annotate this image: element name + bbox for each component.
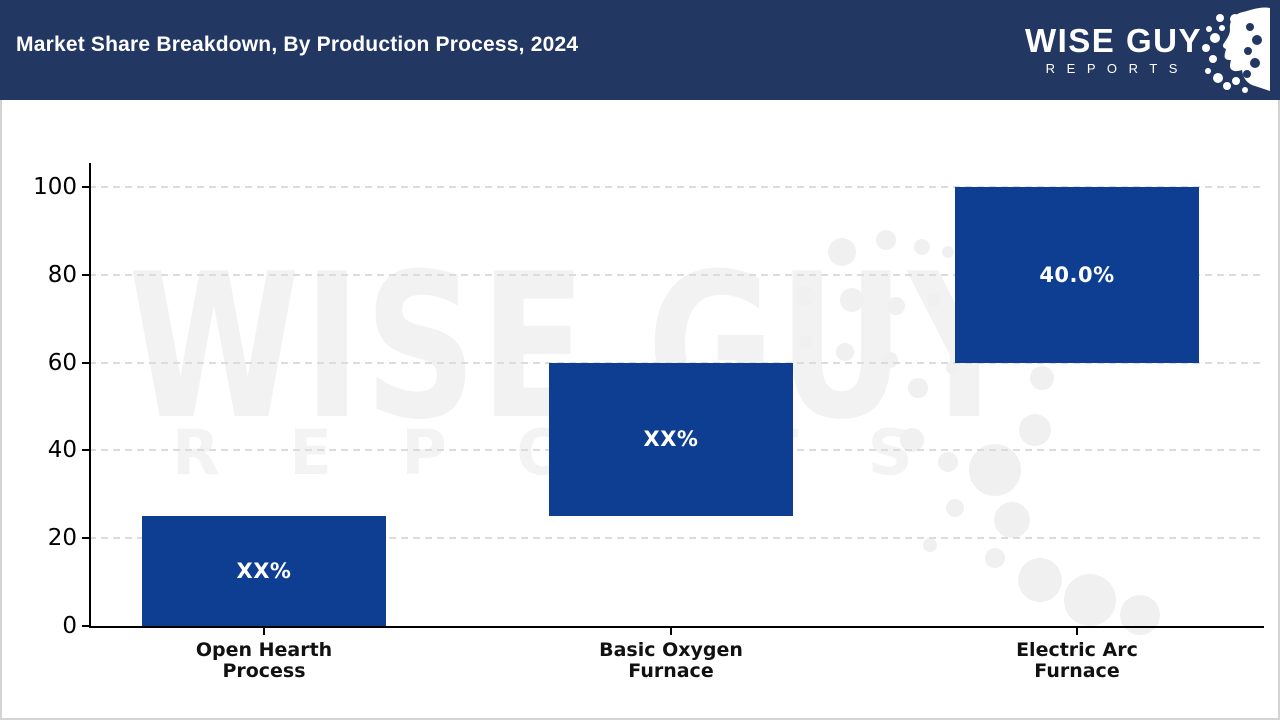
chart-frame	[0, 100, 1280, 720]
category-label: Basic Oxygen Furnace	[599, 639, 743, 682]
logo-subtext: R E P O R T S	[1045, 61, 1182, 77]
logo-face-icon	[1202, 7, 1270, 93]
y-axis-line	[89, 163, 91, 628]
bar-segment: 40.0%	[955, 187, 1199, 363]
y-tick-mark	[82, 273, 89, 276]
y-tick-mark	[82, 537, 89, 540]
x-axis-line	[89, 626, 1264, 628]
y-tick-label: 20	[47, 525, 77, 552]
bar-segment: XX%	[549, 362, 793, 517]
watermark-face-dots	[796, 230, 1160, 635]
category-label: Open Hearth Process	[195, 639, 333, 682]
x-tick-mark	[1076, 628, 1078, 635]
bar-value-label: XX%	[643, 427, 699, 452]
y-tick-label: 60	[47, 349, 77, 376]
category-label: Electric Arc Furnace	[1016, 639, 1138, 682]
logo-wordmark: WISE GUY	[1024, 21, 1202, 59]
bar-value-label: 40.0%	[1039, 262, 1115, 287]
wise-guy-logo: WISE GUY R E P O R T S	[1025, 6, 1270, 94]
page-title: Market Share Breakdown, By Production Pr…	[16, 33, 579, 56]
y-tick-mark	[82, 449, 89, 452]
x-tick-mark	[670, 628, 672, 635]
y-tick-label: 40	[47, 437, 77, 464]
gridline-y-80	[89, 273, 1264, 276]
header-bar: Market Share Breakdown, By Production Pr…	[0, 0, 1280, 100]
y-tick-mark	[82, 186, 89, 188]
x-tick-mark	[263, 628, 265, 635]
y-tick-mark	[82, 625, 89, 627]
bar-value-label: XX%	[236, 559, 292, 584]
y-tick-mark	[82, 361, 89, 364]
bar-segment: XX%	[142, 516, 386, 626]
logo-text: WISE GUY R E P O R T S	[1024, 21, 1202, 77]
gridline-y-20	[89, 537, 1264, 540]
y-tick-label: 80	[47, 261, 77, 288]
y-tick-label: 0	[62, 613, 77, 639]
gridline-y-100	[89, 186, 1264, 188]
y-tick-label: 100	[33, 174, 77, 200]
